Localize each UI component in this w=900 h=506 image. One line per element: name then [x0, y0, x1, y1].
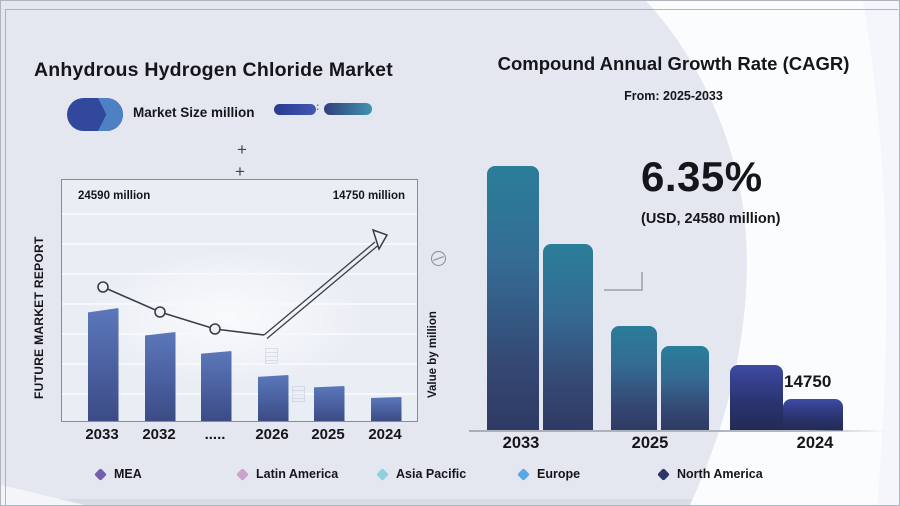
bar: [611, 326, 657, 431]
cagr-rate-value: 6.35%: [641, 153, 763, 200]
gridline: [62, 243, 417, 245]
pill-separator: :: [316, 102, 320, 113]
pill-facet-shape: [98, 98, 123, 131]
legend-label: MEA: [114, 467, 142, 481]
legend-label: Latin America: [256, 467, 339, 481]
x-axis-label: 2033: [502, 434, 540, 452]
bar: [144, 332, 176, 421]
x-axis-label: .....: [204, 426, 226, 443]
left-chart-side-label: FUTURE MARKET REPORT: [32, 236, 46, 400]
gridline: [62, 303, 417, 305]
legend-item: North America: [657, 467, 763, 481]
legend-diamond-icon: [376, 467, 389, 481]
market-size-pill-icon: [67, 98, 123, 131]
bar: [543, 244, 593, 431]
minus-circle-icon: [431, 251, 446, 266]
left-chart-panel: 24590 million 14750 million: [61, 179, 418, 422]
step-line-decor: [604, 272, 643, 291]
gridline: [62, 363, 417, 365]
ghost-document-icon: [265, 348, 278, 364]
right-chart-value-label: 14750: [784, 372, 832, 391]
legend-item: Europe: [517, 467, 581, 481]
bar: [487, 166, 539, 431]
legend-label: Asia Pacific: [396, 467, 467, 481]
x-axis-label: 2024: [368, 426, 402, 443]
gridline: [62, 213, 417, 215]
legend-item: Asia Pacific: [376, 467, 467, 481]
x-axis-label: 2032: [142, 426, 176, 443]
legend-label: Europe: [537, 467, 581, 481]
gridline: [62, 273, 417, 275]
decor-pill-teal-icon: [324, 103, 372, 115]
bar: [87, 308, 119, 421]
bar: [730, 365, 783, 431]
left-chart-trendline-and-arrow: [97, 228, 389, 339]
x-axis-label: 2025: [311, 426, 345, 443]
legend-item: Latin America: [236, 467, 339, 481]
legend-diamond-icon: [236, 467, 249, 481]
cagr-period: From: 2025-2033: [624, 89, 723, 103]
right-chart-axis-label: Value by million: [427, 311, 439, 399]
bar: [200, 351, 232, 421]
legend-diamond-icon: [94, 467, 107, 481]
left-chart-start-annotation: 24590 million: [78, 190, 151, 202]
x-axis-label: 2033: [85, 426, 119, 443]
legend-diamond-icon: [517, 467, 530, 481]
ghost-document-icon: [292, 386, 305, 402]
plus-icon: +: [237, 140, 247, 159]
bar: [313, 386, 345, 421]
bar: [783, 399, 843, 431]
market-size-label: Market Size million: [133, 105, 255, 120]
legend-item: MEA: [94, 467, 142, 481]
right-chart-baseline: [469, 430, 887, 432]
legend-label: North America: [677, 467, 763, 481]
legend-diamond-icon: [657, 467, 670, 481]
page-title: Anhydrous Hydrogen Chloride Market: [34, 59, 393, 81]
left-chart-end-annotation: 14750 million: [332, 190, 405, 202]
decor-pill-dark-icon: [274, 104, 316, 115]
x-axis-label: 2024: [796, 434, 834, 452]
bar: [370, 397, 402, 421]
gridline: [62, 333, 417, 335]
cagr-usd-note: (USD, 24580 million): [641, 211, 781, 227]
gridline: [62, 393, 417, 395]
x-axis-label: 2026: [255, 426, 289, 443]
bar: [661, 346, 709, 431]
plus-icon: +: [235, 162, 245, 181]
bar: [257, 375, 289, 421]
x-axis-label: 2025: [631, 434, 669, 452]
cagr-title: Compound Annual Growth Rate (CAGR): [497, 53, 850, 74]
